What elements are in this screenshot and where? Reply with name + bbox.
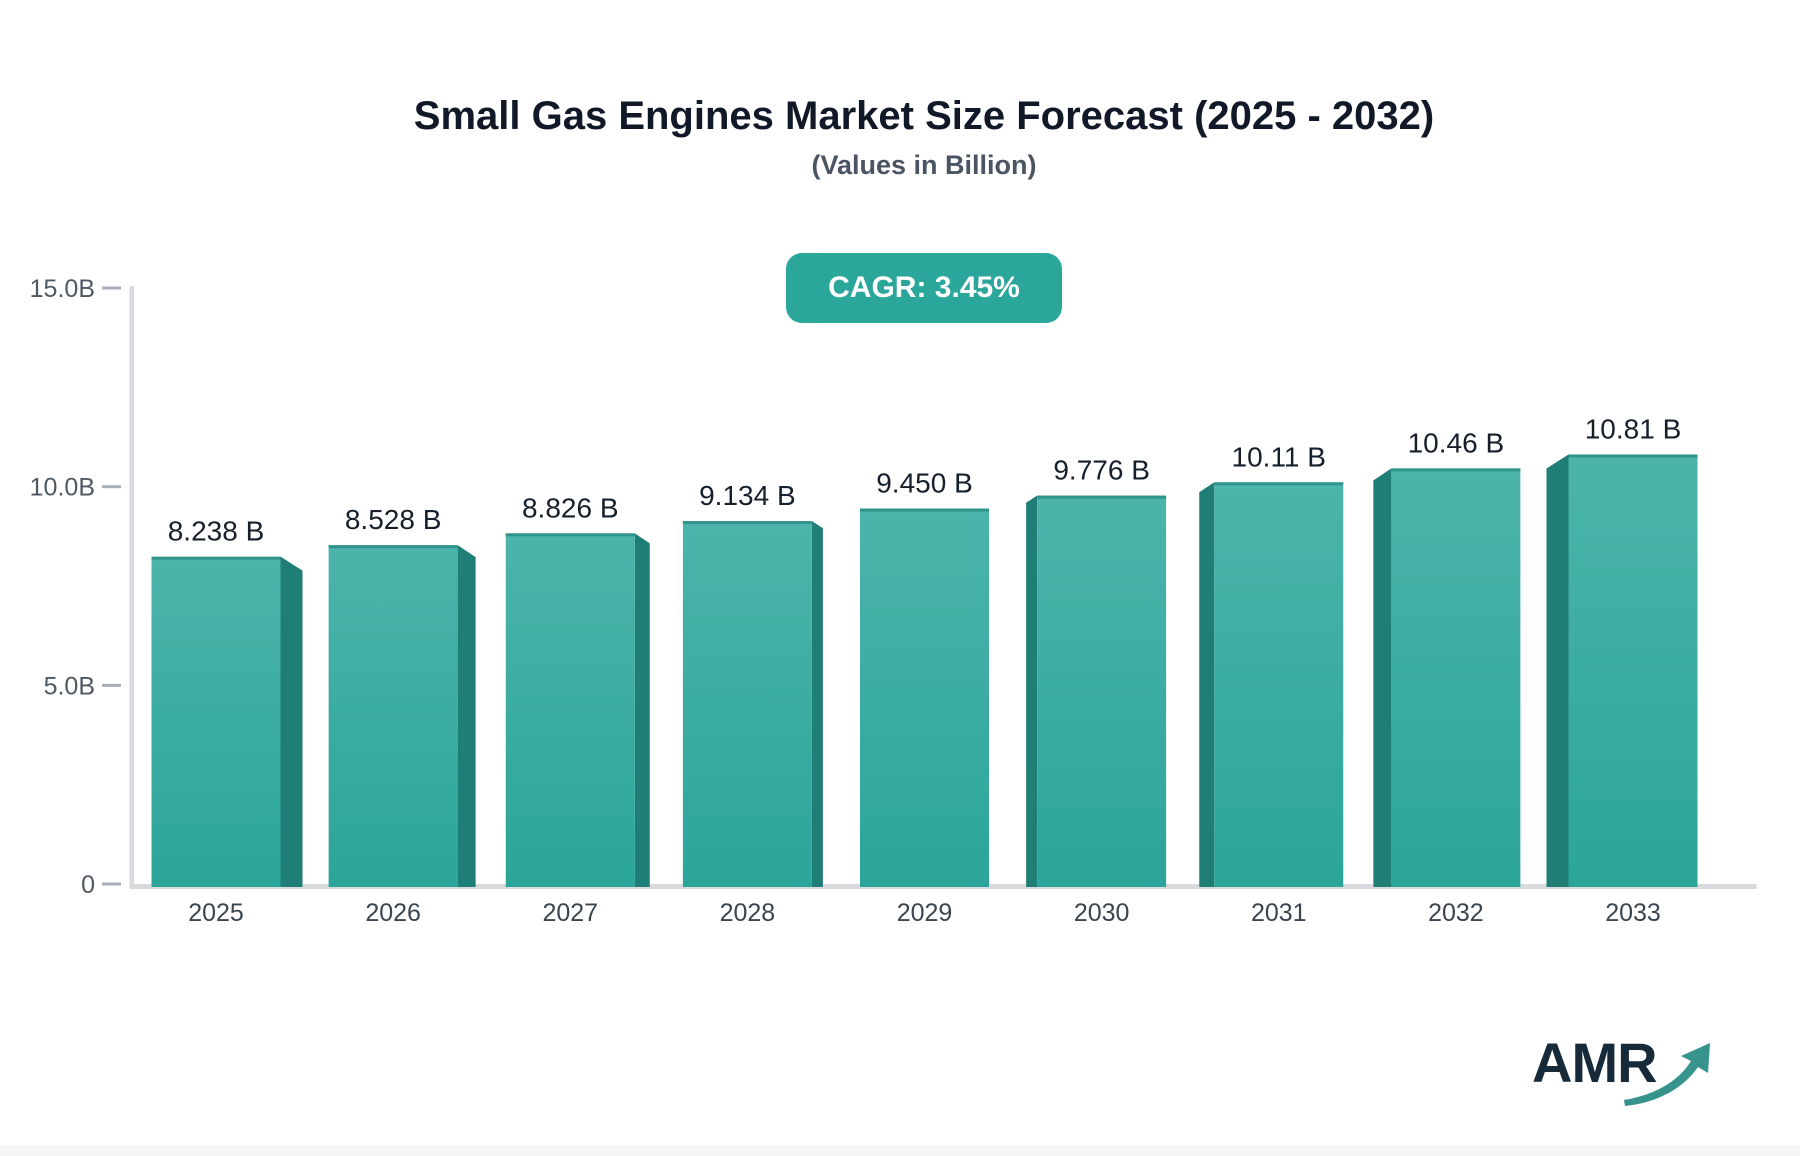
x-tick-label: 2032 — [1428, 899, 1484, 927]
bar — [860, 508, 989, 887]
bar-side-face — [1546, 454, 1569, 887]
x-tick-label: 2033 — [1605, 899, 1661, 927]
bar-value-label: 10.81 B — [1585, 413, 1682, 444]
bar-top-edge — [1214, 482, 1344, 486]
y-axis-line — [129, 286, 134, 889]
bar — [1391, 468, 1521, 887]
bar-top-edge — [151, 556, 281, 560]
x-tick-label: 2025 — [188, 899, 244, 927]
cagr-badge: CAGR: 3.45% — [786, 253, 1062, 323]
y-tick-label: 15.0B — [30, 275, 95, 303]
bar — [682, 521, 812, 887]
bar — [328, 545, 458, 887]
x-tick-label: 2027 — [542, 899, 598, 927]
amr-logo-text: AMR — [1532, 1031, 1658, 1094]
y-tick-mark — [102, 683, 121, 687]
x-tick-label: 2029 — [897, 899, 953, 927]
bar-side-face — [811, 521, 823, 887]
bar-value-label: 9.450 B — [876, 468, 973, 499]
y-tick-mark — [102, 882, 121, 886]
x-tick-label: 2026 — [365, 899, 421, 927]
bar — [151, 556, 281, 887]
y-tick-mark — [102, 286, 121, 290]
x-tick-label: 2028 — [720, 899, 776, 927]
bar — [1568, 454, 1698, 887]
bar-top-edge — [505, 533, 635, 537]
x-tick-label: 2031 — [1251, 899, 1307, 927]
x-tick-label: 2030 — [1074, 899, 1130, 927]
bar-top-edge — [860, 508, 989, 512]
bar-top-edge — [1037, 495, 1167, 499]
bar-top-edge — [328, 545, 458, 549]
y-tick-mark — [102, 485, 121, 489]
bar — [1037, 495, 1167, 887]
bar-side-face — [1026, 495, 1038, 887]
bar-side-face — [457, 545, 476, 887]
trending-up-arrow-icon — [1624, 1043, 1710, 1106]
bar — [505, 533, 635, 887]
bar-top-edge — [1391, 468, 1521, 472]
bar-value-label: 8.528 B — [345, 504, 442, 535]
y-tick-label: 10.0B — [30, 474, 95, 502]
bar-value-label: 10.11 B — [1232, 441, 1326, 472]
y-tick-label: 5.0B — [44, 672, 95, 700]
bar-top-edge — [1568, 454, 1698, 458]
amr-logo: AMR — [1532, 1030, 1722, 1110]
y-tick-label: 0 — [81, 871, 95, 899]
bar-top-edge — [682, 521, 812, 525]
bar-value-label: 8.826 B — [522, 492, 619, 523]
bottom-strip — [0, 1146, 1800, 1156]
bar-side-face — [634, 533, 650, 887]
bar-value-label: 10.46 B — [1408, 427, 1505, 458]
chart-subtitle: (Values in Billion) — [811, 150, 1037, 180]
bar-side-face — [1199, 482, 1215, 887]
bar — [1214, 482, 1344, 887]
bar-value-label: 8.238 B — [168, 516, 265, 547]
bar-side-face — [1373, 468, 1392, 887]
bar-value-label: 9.134 B — [699, 480, 796, 511]
bar-side-face — [280, 556, 303, 887]
chart-title: Small Gas Engines Market Size Forecast (… — [413, 94, 1435, 138]
bar-value-label: 9.776 B — [1053, 455, 1150, 486]
